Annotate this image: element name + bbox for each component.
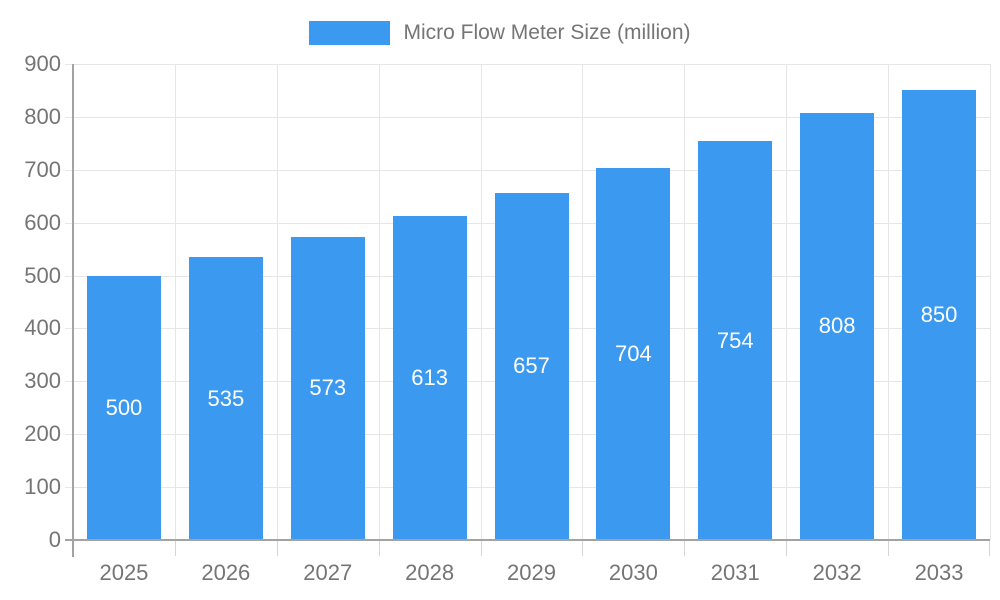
x-tick xyxy=(989,540,990,556)
bar-2026[interactable]: 535 xyxy=(188,257,263,540)
x-axis-label: 2033 xyxy=(914,560,964,585)
bar-value-label: 573 xyxy=(309,375,347,401)
bar-2032[interactable]: 808 xyxy=(800,112,875,540)
v-gridline xyxy=(174,64,176,540)
legend-swatch xyxy=(309,21,391,45)
y-axis-line xyxy=(72,64,74,557)
x-tick xyxy=(480,540,482,556)
legend-label: Micro Flow Meter Size (million) xyxy=(403,21,691,44)
x-axis-line xyxy=(65,539,990,541)
v-gridline xyxy=(276,64,278,540)
h-gridline xyxy=(65,169,990,171)
x-tick xyxy=(582,540,584,556)
bar-value-label: 754 xyxy=(716,327,754,353)
h-gridline xyxy=(65,64,990,65)
x-tick xyxy=(276,540,278,556)
x-axis-label: 2027 xyxy=(303,560,353,585)
x-tick xyxy=(684,540,686,556)
bar-2031[interactable]: 754 xyxy=(698,141,773,540)
plot-area: 0 100 200 300 400 500 600 700 800 900 500 535 573 613… xyxy=(24,53,991,584)
legend-item[interactable]: Micro Flow Meter Size (million) xyxy=(0,20,1000,46)
x-axis-label: 2029 xyxy=(507,560,556,585)
y-axis-label: 500 xyxy=(24,262,61,288)
y-axis-label: 900 xyxy=(24,51,61,76)
v-gridline xyxy=(480,64,482,540)
x-axis-label: 2026 xyxy=(201,560,251,585)
v-gridline xyxy=(684,64,686,540)
bar-2029[interactable]: 657 xyxy=(494,192,569,540)
bar-2030[interactable]: 704 xyxy=(596,167,671,540)
v-gridline xyxy=(990,64,991,540)
y-axis-label: 800 xyxy=(24,103,61,129)
x-axis-label: 2025 xyxy=(99,560,149,585)
y-axis-label: 100 xyxy=(24,474,61,500)
y-axis-label: 600 xyxy=(24,209,61,235)
v-gridline xyxy=(582,64,584,540)
y-axis-label: 400 xyxy=(24,315,61,341)
y-axis-label: 700 xyxy=(24,156,61,182)
bar-value-label: 808 xyxy=(818,313,856,339)
x-axis-label: 2028 xyxy=(405,560,455,585)
y-axis-label: 200 xyxy=(24,421,61,447)
bar-value-label: 657 xyxy=(513,353,550,379)
v-gridline xyxy=(378,64,380,540)
x-axis-label: 2031 xyxy=(710,560,760,585)
bar-2033[interactable]: 850 xyxy=(902,90,977,540)
bar-value-label: 850 xyxy=(920,302,958,328)
x-tick xyxy=(378,540,380,556)
bar-value-label: 613 xyxy=(411,364,448,390)
y-axis-label: 300 xyxy=(24,368,61,394)
x-axis-label: 2030 xyxy=(608,560,658,585)
bar-value-label: 535 xyxy=(207,385,245,411)
v-gridline xyxy=(786,64,788,540)
bar-2028[interactable]: 613 xyxy=(392,215,467,540)
x-tick xyxy=(888,540,890,556)
bar-2025[interactable]: 500 xyxy=(86,275,161,540)
x-tick xyxy=(174,540,176,556)
bar-value-label: 500 xyxy=(105,394,143,420)
v-gridline xyxy=(888,64,890,540)
y-axis-label: 0 xyxy=(48,527,61,552)
bar-value-label: 704 xyxy=(615,340,652,366)
x-axis-label: 2032 xyxy=(812,560,862,585)
bar-2027[interactable]: 573 xyxy=(290,236,365,540)
h-gridline xyxy=(65,116,990,118)
x-tick xyxy=(786,540,788,556)
